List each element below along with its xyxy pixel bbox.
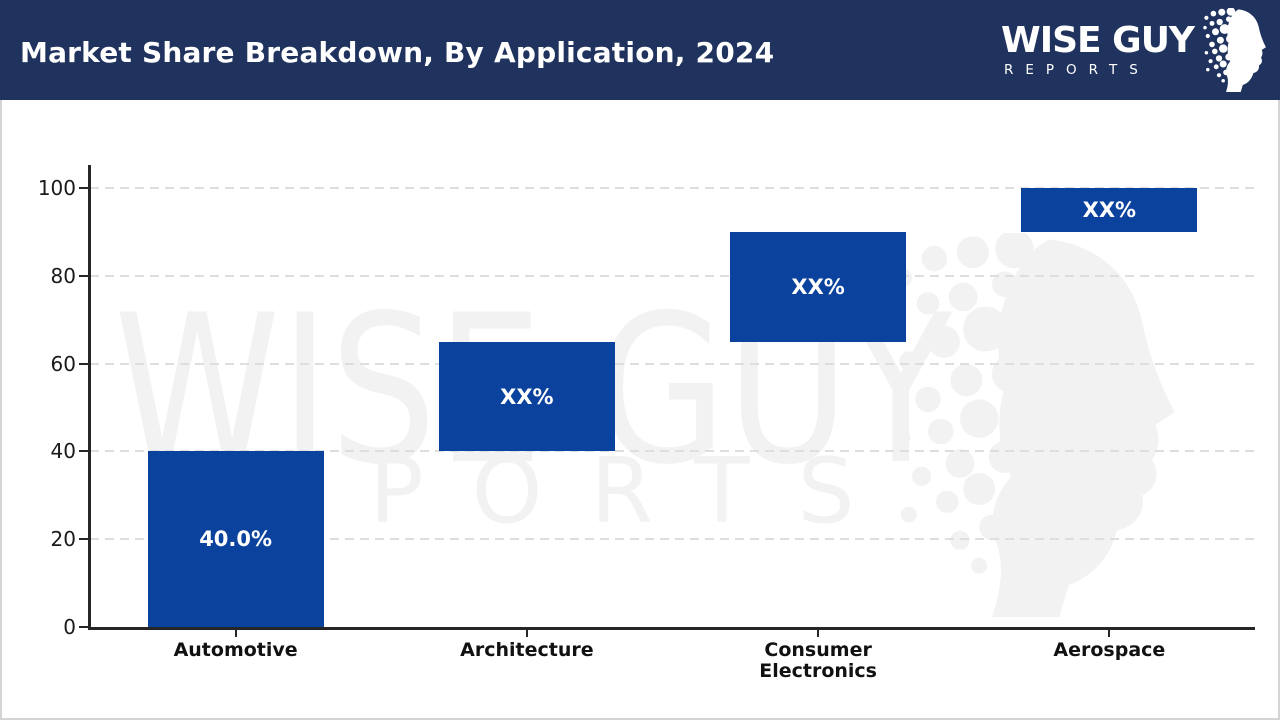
x-tick-3 [817, 629, 820, 637]
y-tick-40 [79, 450, 89, 453]
chart-area: WISE GUY REPORTS 0 20 40 60 80 100 40.0% Automo… [0, 100, 1280, 720]
x-tick-2 [525, 629, 528, 637]
category-label-2: Architecture [460, 639, 594, 661]
y-tick-80 [79, 274, 89, 277]
category-label-3: Consumer Electronics [759, 639, 877, 683]
y-tick-label-100: 100 [37, 176, 76, 200]
bar-value-label: XX% [791, 274, 845, 299]
logo-subtext: REPORTS [1003, 61, 1150, 78]
y-tick-label-60: 60 [50, 351, 76, 376]
y-tick-0 [79, 626, 89, 628]
category-label-1: Automotive [173, 639, 298, 661]
gridline-y20 [90, 538, 1255, 541]
x-axis-spine [88, 627, 1255, 630]
gridline-y80 [90, 274, 1255, 277]
gridline-y100 [90, 187, 1255, 189]
y-axis-spine [88, 165, 91, 629]
y-tick-60 [79, 362, 89, 365]
gridline-y60 [90, 362, 1255, 365]
logo-wordmark: WISE GUY [1000, 19, 1195, 61]
y-tick-label-80: 80 [50, 263, 76, 288]
page-title: Market Share Breakdown, By Application, … [20, 36, 775, 69]
y-tick-100 [79, 187, 89, 189]
gridline-y40 [90, 450, 1255, 453]
bar-consumer-electronics: XX% [730, 231, 907, 342]
logo-text: WISE GUY REPORTS [1000, 19, 1195, 78]
x-tick-1 [234, 629, 237, 637]
bar-aerospace: XX% [1021, 188, 1198, 232]
bar-architecture: XX% [438, 341, 615, 452]
category-label-4: Aerospace [1053, 639, 1166, 661]
bar-automotive: 40.0% [147, 451, 324, 627]
header-bar: Market Share Breakdown, By Application, … [0, 0, 1280, 100]
logo-head-icon [1196, 8, 1270, 92]
watermark-head-icon [864, 225, 1184, 625]
y-tick-label-40: 40 [50, 439, 76, 464]
y-tick-label-20: 20 [50, 527, 76, 552]
wise-guy-logo: WISE GUY REPORTS [1001, 7, 1270, 93]
x-tick-4 [1108, 629, 1111, 637]
bar-value-label: XX% [1082, 197, 1137, 222]
bar-value-label: 40.0% [199, 527, 273, 552]
y-tick-label-0: 0 [63, 615, 76, 639]
y-tick-20 [79, 538, 89, 541]
bar-value-label: XX% [500, 384, 554, 409]
